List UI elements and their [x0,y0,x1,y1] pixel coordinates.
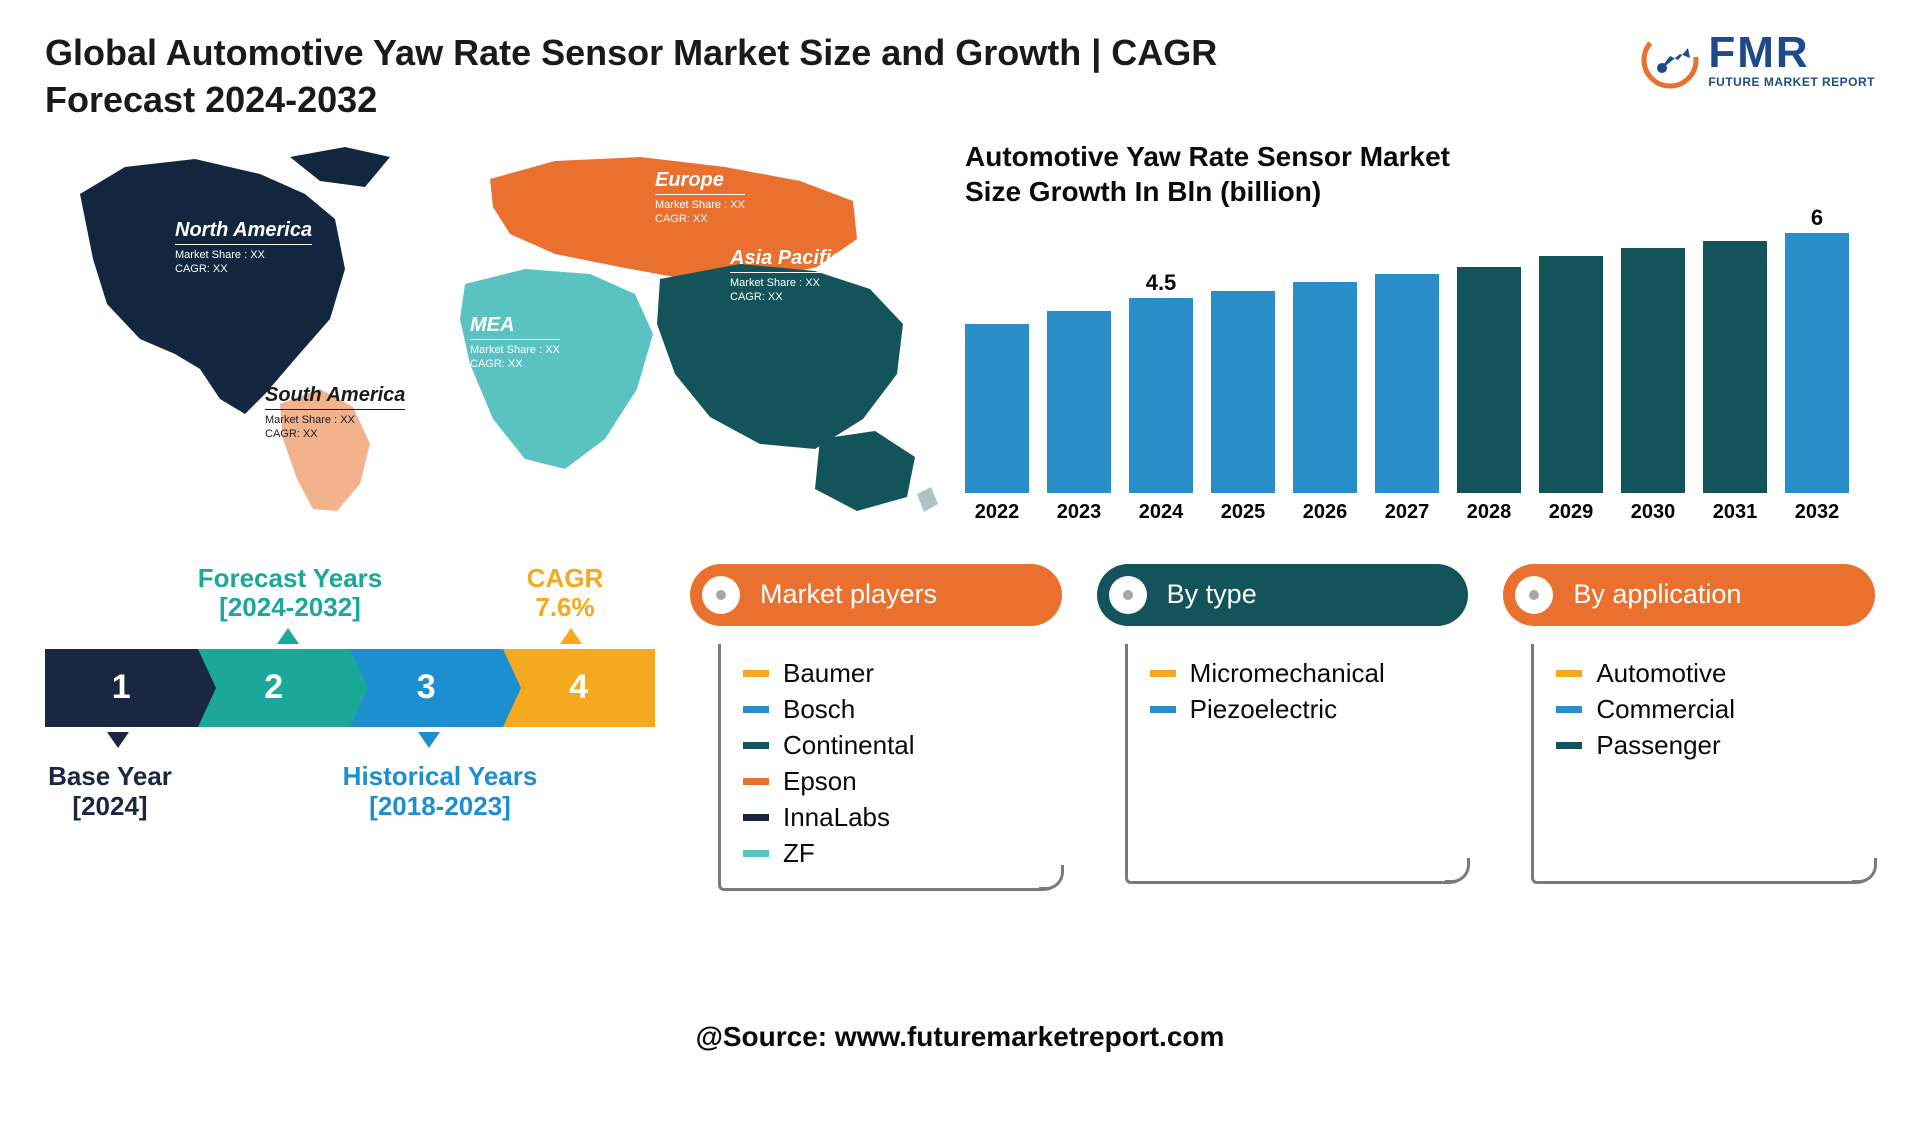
bar-item: 2022 [965,324,1029,524]
category-box: By type Micromechanical Piezoelectric [1097,564,1469,891]
world-map: North AmericaMarket Share : XXCAGR: XX So… [45,139,945,519]
category-header: By application [1503,564,1875,626]
category-item: ZF [743,838,1062,869]
region-mea: MEAMarket Share : XXCAGR: XX [470,314,560,372]
category-body: Automotive Commercial Passenger [1531,644,1875,884]
cagr-label: CAGR 7.6% [495,564,635,624]
timeline-seg-4: 4 [503,649,656,727]
region-eu: EuropeMarket Share : XXCAGR: XX [655,169,745,227]
logo-icon [1640,30,1700,90]
timeline-seg-1: 1 [45,649,198,727]
category-header: By type [1097,564,1469,626]
bar-item: 2023 [1047,311,1111,524]
hist-label: Historical Years [2018-2023] [325,762,555,822]
pointer-forecast [277,628,299,644]
category-item: Commercial [1556,694,1875,725]
bar-item: 2025 [1211,291,1275,524]
category-item: Automotive [1556,658,1875,689]
bar-item: 2028 [1457,267,1521,523]
brand-logo: FMR FUTURE MARKET REPORT [1640,30,1875,90]
category-item: InnaLabs [743,802,1062,833]
bar-item: 2031 [1703,241,1767,523]
region-sa: South AmericaMarket Share : XXCAGR: XX [265,384,405,442]
category-box: Market players Baumer Bosch Continental Epso… [690,564,1062,891]
bar-chart: 2022 2023 4.52024 2025 2026 2027 2028 2029 2030 2… [965,224,1875,524]
bar-chart-section: Automotive Yaw Rate Sensor Market Size G… [965,139,1875,524]
category-item: Passenger [1556,730,1875,761]
timeline-seg-3: 3 [350,649,503,727]
base-label: Base Year [2024] [35,762,185,822]
timeline-seg-2: 2 [198,649,351,727]
bar-item: 2026 [1293,282,1357,523]
category-box: By application Automotive Commercial Passen… [1503,564,1875,891]
category-body: Micromechanical Piezoelectric [1125,644,1469,884]
logo-text-sub: FUTURE MARKET REPORT [1708,75,1875,89]
category-item: Baumer [743,658,1062,689]
category-item: Epson [743,766,1062,797]
pointer-cagr [560,628,582,644]
bar-item: 4.52024 [1129,298,1193,524]
forecast-label: Forecast Years [2024-2032] [195,564,385,624]
bar-item: 2030 [1621,248,1685,524]
category-item: Continental [743,730,1062,761]
category-item: Piezoelectric [1150,694,1469,725]
category-body: Baumer Bosch Continental Epson InnaLabs ZF [718,644,1062,891]
page-title: Global Automotive Yaw Rate Sensor Market… [45,30,1245,124]
bar-item: 62032 [1785,233,1849,524]
category-item: Bosch [743,694,1062,725]
category-header: Market players [690,564,1062,626]
bar-item: 2027 [1375,274,1439,524]
logo-text-main: FMR [1708,31,1875,75]
pointer-hist [418,732,440,748]
category-item: Micromechanical [1150,658,1469,689]
bar-item: 2029 [1539,256,1603,523]
region-na: North AmericaMarket Share : XXCAGR: XX [175,219,312,277]
chart-title: Automotive Yaw Rate Sensor Market Size G… [965,139,1465,209]
source-text: @Source: www.futuremarketreport.com [45,1021,1875,1053]
pointer-base [107,732,129,748]
timeline: Forecast Years [2024-2032] CAGR 7.6% 123… [45,564,655,727]
region-ap: Asia PacificMarket Share : XXCAGR: XX [730,247,842,305]
